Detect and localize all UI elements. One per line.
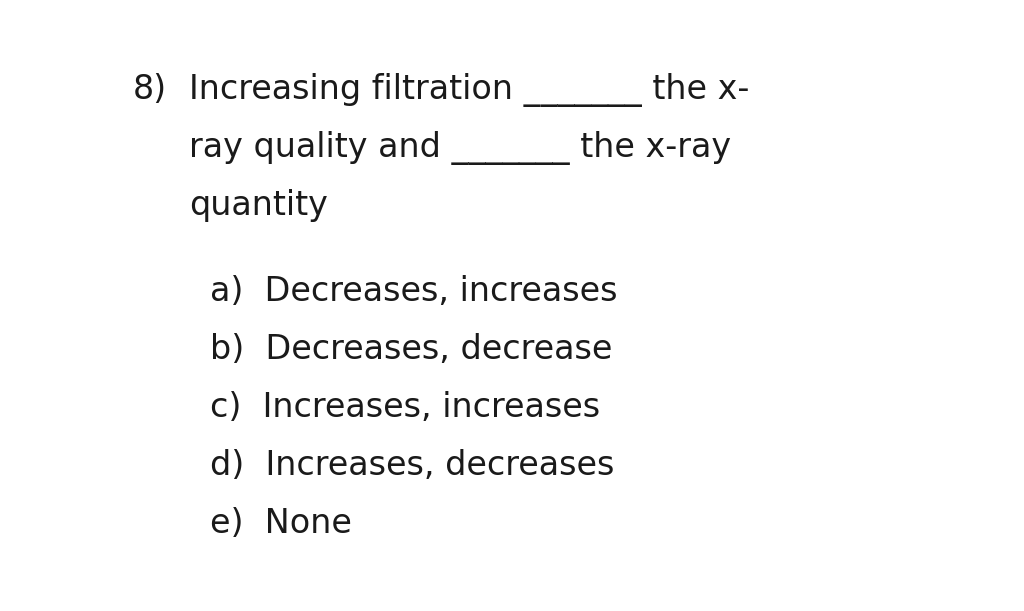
Text: d)  Increases, decreases: d) Increases, decreases bbox=[210, 449, 614, 482]
Text: a)  Decreases, increases: a) Decreases, increases bbox=[210, 275, 617, 308]
Text: b)  Decreases, decrease: b) Decreases, decrease bbox=[210, 333, 612, 366]
Text: e)  None: e) None bbox=[210, 507, 352, 540]
Text: Increasing filtration _______ the x-: Increasing filtration _______ the x- bbox=[189, 73, 750, 108]
Text: quantity: quantity bbox=[189, 189, 329, 222]
Text: c)  Increases, increases: c) Increases, increases bbox=[210, 391, 600, 424]
Text: 8): 8) bbox=[133, 73, 167, 106]
Text: ray quality and _______ the x-ray: ray quality and _______ the x-ray bbox=[189, 131, 731, 166]
